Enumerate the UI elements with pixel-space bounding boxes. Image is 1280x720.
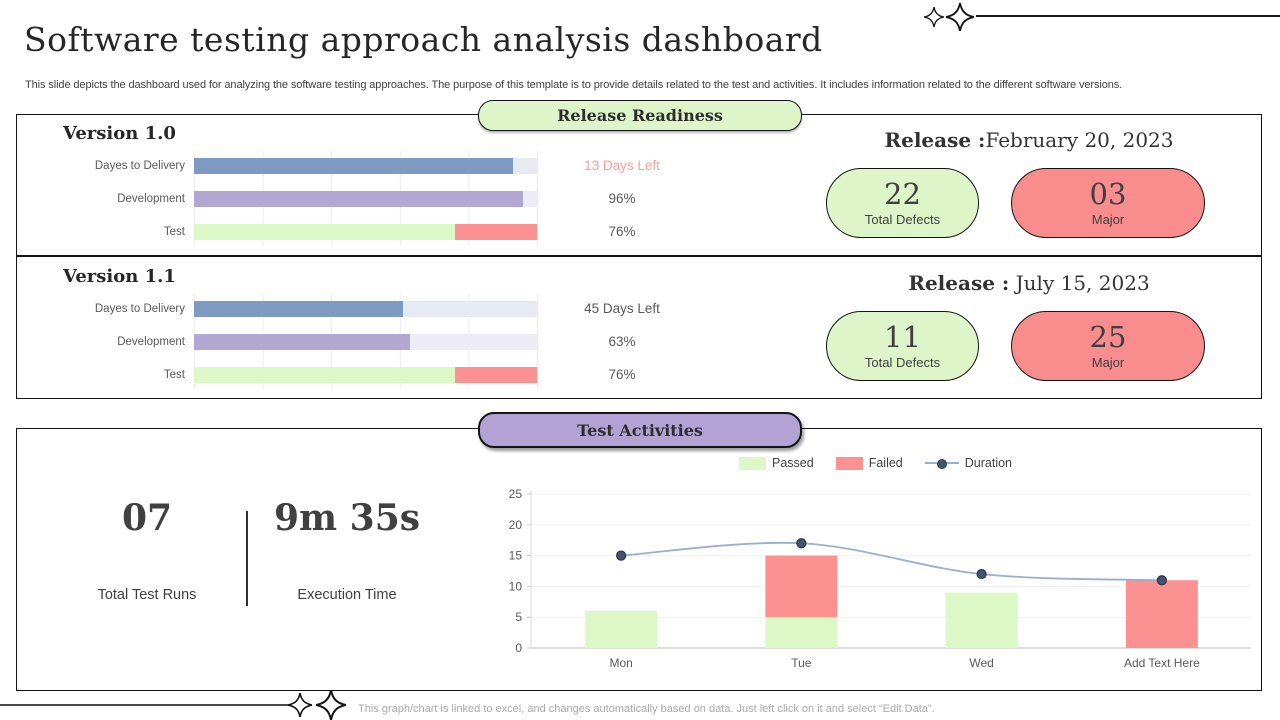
- badge-value: 22: [884, 177, 921, 212]
- total-defects-badge: 11 Total Defects: [826, 311, 979, 381]
- total-test-runs-label: Total Test Runs: [97, 587, 197, 603]
- row-label-days: Dayes to Delivery: [94, 160, 185, 172]
- badge-label: Total Defects: [864, 354, 941, 370]
- release-label: Release :: [908, 271, 1010, 295]
- section-pill-release-readiness: Release Readiness: [478, 100, 802, 131]
- major-defects-badge: 25 Major: [1011, 311, 1205, 381]
- row-label-development: Development: [117, 336, 185, 348]
- badge-value: 03: [1089, 177, 1127, 212]
- release-date: Release :February 20, 2023: [829, 128, 1229, 152]
- svg-text:25: 25: [509, 487, 523, 501]
- progress-bar-days: [194, 158, 537, 174]
- stats-divider: [246, 511, 248, 606]
- duration-line-icon: [924, 458, 959, 469]
- failed-swatch-icon: [835, 456, 863, 470]
- sparkle-icon: [924, 7, 944, 27]
- row-label-development: Development: [117, 193, 185, 205]
- svg-text:Tue: Tue: [791, 656, 812, 670]
- version-title: Version 1.1: [63, 266, 176, 287]
- release-label: Release :: [884, 128, 986, 152]
- legend-item-passed: Passed: [739, 456, 814, 470]
- section-pill-test-activities: Test Activities: [478, 412, 802, 448]
- svg-text:20: 20: [509, 518, 523, 532]
- progress-value-development: 63%: [608, 334, 636, 349]
- major-defects-badge: 03 Major: [1011, 168, 1205, 238]
- legend-label: Duration: [964, 456, 1012, 470]
- release-date-value: February 20, 2023: [985, 128, 1174, 152]
- badge-label: Total Defects: [864, 211, 941, 227]
- page-title: Software testing approach analysis dashb…: [24, 20, 823, 59]
- release-readiness-panel: Version 1.0 Dayes to Delivery 13 Days Le…: [16, 114, 1262, 399]
- footer-divider-line: [0, 704, 296, 706]
- badge-label: Major: [1091, 354, 1125, 370]
- row-label-days: Dayes to Delivery: [94, 303, 185, 315]
- legend-item-duration: Duration: [924, 456, 1012, 470]
- section-label: Release Readiness: [557, 106, 723, 125]
- execution-time-value: 9m 35s: [273, 497, 421, 539]
- passed-swatch-icon: [739, 456, 766, 470]
- footer-note: This graph/chart is linked to excel, and…: [358, 703, 935, 715]
- total-defects-badge: 22 Total Defects: [826, 168, 979, 238]
- svg-text:0: 0: [515, 641, 522, 655]
- sparkle-icon: [316, 690, 346, 720]
- row-label-test: Test: [163, 226, 185, 238]
- progress-bar-development: [194, 191, 537, 207]
- test-activities-chart[interactable]: 0 5 10 15 20 25 Mon Tue Wed Add Text Here: [471, 485, 1251, 685]
- page-subtitle: This slide depicts the dashboard used fo…: [25, 79, 1123, 91]
- row-label-test: Test: [163, 369, 185, 381]
- progress-value-test: 76%: [608, 224, 636, 239]
- progress-value-development: 96%: [608, 191, 636, 206]
- progress-bar-development: [194, 334, 537, 350]
- legend-label: Failed: [868, 456, 903, 470]
- badge-value: 11: [884, 320, 921, 355]
- progress-bar-test: [194, 367, 537, 383]
- panel-divider: [17, 255, 1261, 257]
- svg-text:5: 5: [515, 610, 522, 624]
- version-title: Version 1.0: [63, 123, 176, 144]
- release-date: Release : July 15, 2023: [829, 271, 1229, 295]
- badge-value: 25: [1089, 320, 1127, 355]
- badge-label: Major: [1091, 211, 1125, 227]
- legend-item-failed: Failed: [835, 456, 903, 470]
- top-divider-line: [976, 15, 1280, 17]
- progress-value-days: 45 Days Left: [584, 301, 660, 316]
- test-activities-panel: Passed Failed Duration 07 Total Test Run…: [16, 428, 1262, 691]
- svg-text:Add Text Here: Add Text Here: [1124, 656, 1200, 670]
- sparkle-icon: [288, 693, 312, 717]
- progress-bar-test: [194, 224, 537, 240]
- svg-text:15: 15: [509, 549, 523, 563]
- section-label: Test Activities: [577, 420, 703, 440]
- duration-marker-icon: [936, 458, 947, 469]
- version-1-0-block: Version 1.0 Dayes to Delivery 13 Days Le…: [17, 115, 1261, 255]
- release-date-value: July 15, 2023: [1009, 271, 1150, 295]
- sparkle-icon: [946, 3, 974, 31]
- execution-time-label: Execution Time: [297, 587, 397, 603]
- legend-label: Passed: [772, 456, 814, 470]
- total-test-runs-value: 07: [121, 497, 173, 539]
- progress-bar-days: [194, 301, 537, 317]
- progress-value-test: 76%: [608, 367, 636, 382]
- svg-text:Mon: Mon: [609, 656, 632, 670]
- chart-legend: Passed Failed Duration: [739, 456, 1012, 470]
- svg-text:Wed: Wed: [969, 656, 993, 670]
- version-1-1-block: Version 1.1 Dayes to Delivery 45 Days Le…: [17, 258, 1261, 398]
- svg-text:10: 10: [509, 579, 523, 593]
- progress-value-days: 13 Days Left: [584, 158, 660, 173]
